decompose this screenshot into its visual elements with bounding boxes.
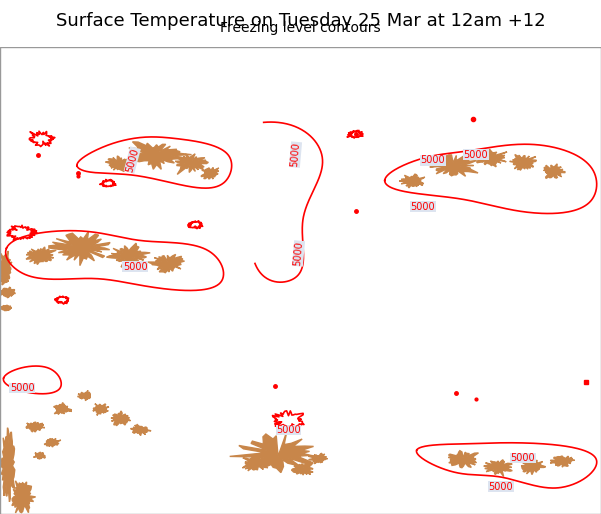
Text: 5000: 5000 xyxy=(410,202,435,212)
Polygon shape xyxy=(49,231,110,266)
Text: 5000: 5000 xyxy=(290,142,302,168)
Polygon shape xyxy=(148,254,185,273)
Polygon shape xyxy=(448,451,478,468)
Polygon shape xyxy=(34,452,45,459)
Polygon shape xyxy=(521,458,546,474)
Polygon shape xyxy=(93,403,109,415)
Polygon shape xyxy=(1,428,15,502)
Text: 5000: 5000 xyxy=(463,150,488,160)
Polygon shape xyxy=(106,243,150,267)
Polygon shape xyxy=(230,431,314,472)
Text: 5000: 5000 xyxy=(489,482,513,492)
Polygon shape xyxy=(543,164,565,178)
Text: 5000: 5000 xyxy=(124,147,140,173)
Text: Surface Temperature on Tuesday 25 Mar at 12am +12: Surface Temperature on Tuesday 25 Mar at… xyxy=(56,12,545,30)
Polygon shape xyxy=(399,174,425,188)
Polygon shape xyxy=(129,142,192,169)
Text: 5000: 5000 xyxy=(421,155,445,165)
Polygon shape xyxy=(308,453,328,464)
Text: 5000: 5000 xyxy=(10,383,34,393)
Polygon shape xyxy=(484,460,512,476)
Polygon shape xyxy=(201,168,219,179)
Polygon shape xyxy=(130,424,151,435)
Polygon shape xyxy=(26,247,56,265)
Polygon shape xyxy=(53,402,72,414)
Polygon shape xyxy=(430,155,478,176)
Text: 5000: 5000 xyxy=(293,241,305,266)
Polygon shape xyxy=(292,464,313,475)
Polygon shape xyxy=(242,455,268,471)
Text: 5000: 5000 xyxy=(123,262,147,271)
Polygon shape xyxy=(0,251,12,285)
Polygon shape xyxy=(0,287,16,298)
Polygon shape xyxy=(12,481,35,513)
Polygon shape xyxy=(474,150,507,167)
Polygon shape xyxy=(106,156,131,171)
Polygon shape xyxy=(78,391,91,401)
Polygon shape xyxy=(550,456,575,467)
Polygon shape xyxy=(111,411,130,426)
Text: Freezing level contours: Freezing level contours xyxy=(220,22,381,35)
Polygon shape xyxy=(26,422,45,432)
Text: 5000: 5000 xyxy=(511,453,535,463)
Polygon shape xyxy=(1,305,12,311)
Polygon shape xyxy=(44,438,61,447)
Polygon shape xyxy=(175,154,209,174)
Text: 5000: 5000 xyxy=(276,425,300,435)
Polygon shape xyxy=(510,155,537,170)
